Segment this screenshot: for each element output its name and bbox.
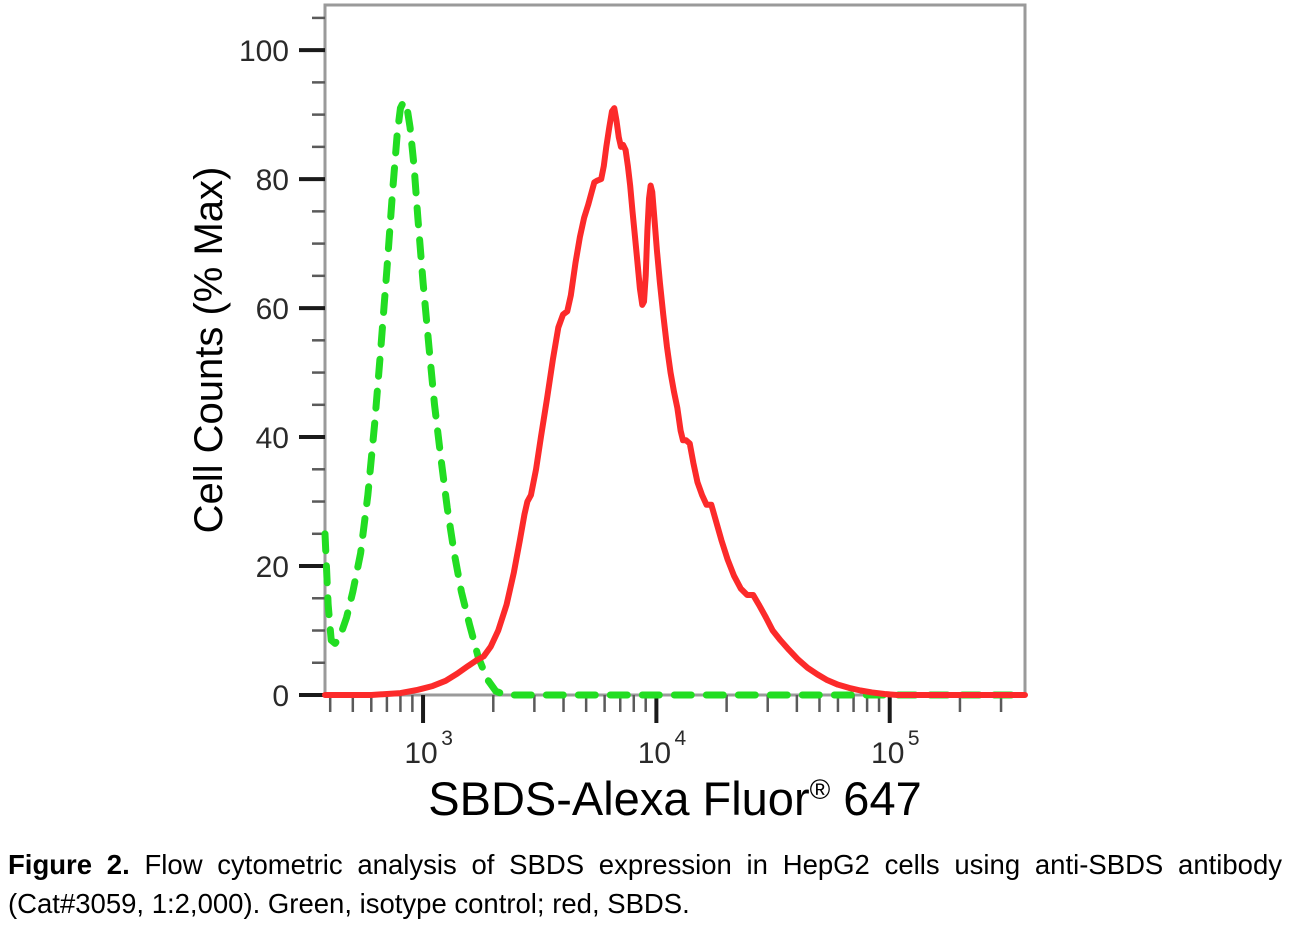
series-isotype-control [321, 98, 1029, 699]
x-tick-label: 10 [404, 737, 437, 770]
x-axis: 10 3 10 4 10 5 [328, 695, 1003, 770]
x-tick-label: 10 [871, 737, 904, 770]
series-SBDS [322, 105, 1028, 698]
figure-caption: Figure 2. Flow cytometric analysis of SB… [8, 845, 1282, 923]
data-series-group [321, 98, 1029, 699]
axis-label-group: Cell Counts (% Max) SBDS-Alexa Fluor® 647 [187, 167, 922, 825]
y-tick-label: 100 [239, 35, 289, 68]
y-axis: 0 20 40 60 80 100 [239, 16, 325, 713]
x-tick-exponent: 4 [675, 727, 687, 750]
y-axis-title: Cell Counts (% Max) [187, 167, 231, 534]
plot-box-outline [323, 3, 1027, 695]
figure-caption-body: Flow cytometric analysis of SBDS express… [8, 849, 1282, 920]
y-tick-label: 40 [256, 422, 289, 455]
y-tick-label: 60 [256, 293, 289, 326]
figure-caption-label: Figure 2. [8, 849, 130, 880]
x-tick-label: 10 [638, 737, 671, 770]
x-tick-exponent: 3 [441, 727, 453, 750]
y-tick-label: 0 [272, 680, 289, 713]
x-tick-exponent: 5 [908, 727, 920, 750]
flow-cytometry-histogram: 0 20 40 60 80 100 10 3 10 4 10 5 Cell Counts (% Ma… [187, 3, 1029, 825]
x-axis-title: SBDS-Alexa Fluor® 647 [428, 772, 921, 825]
y-tick-label: 80 [256, 164, 289, 197]
y-tick-label: 20 [256, 551, 289, 584]
